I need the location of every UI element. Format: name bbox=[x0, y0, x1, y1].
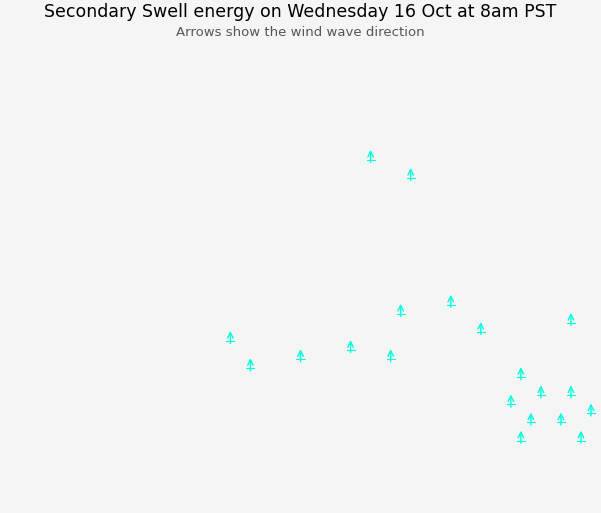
Text: Secondary Swell energy on Wednesday 16 Oct at 8am PST: Secondary Swell energy on Wednesday 16 O… bbox=[44, 3, 557, 21]
Text: Arrows show the wind wave direction: Arrows show the wind wave direction bbox=[176, 26, 425, 40]
